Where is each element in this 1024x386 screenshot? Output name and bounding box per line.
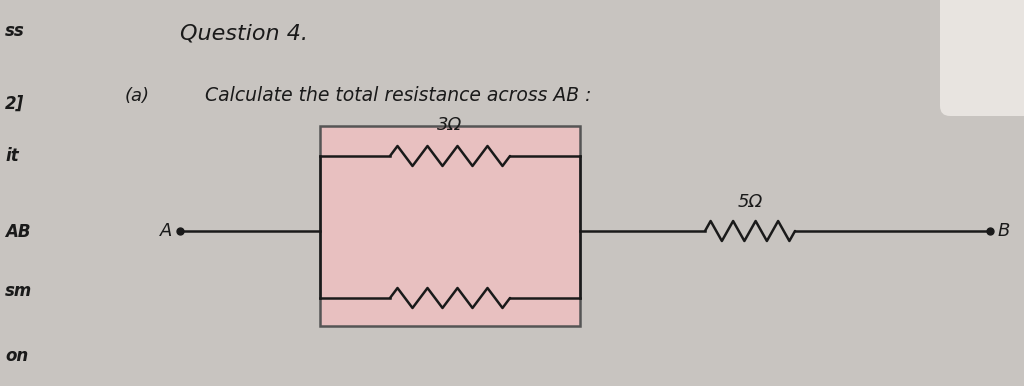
Text: on: on xyxy=(5,347,29,365)
Text: 5Ω: 5Ω xyxy=(737,193,763,211)
Text: 2]: 2] xyxy=(5,95,25,113)
Text: AB: AB xyxy=(5,223,31,241)
Text: B: B xyxy=(998,222,1011,240)
Bar xyxy=(319,126,580,326)
Text: 3Ω: 3Ω xyxy=(437,116,463,134)
Text: ss: ss xyxy=(5,22,25,40)
Text: A: A xyxy=(160,222,172,240)
Text: it: it xyxy=(5,147,18,165)
Text: Question 4.: Question 4. xyxy=(180,24,308,44)
Text: sm: sm xyxy=(5,282,32,300)
Text: Calculate the total resistance across AB :: Calculate the total resistance across AB… xyxy=(205,86,592,105)
FancyBboxPatch shape xyxy=(940,0,1024,116)
Text: (a): (a) xyxy=(125,87,150,105)
